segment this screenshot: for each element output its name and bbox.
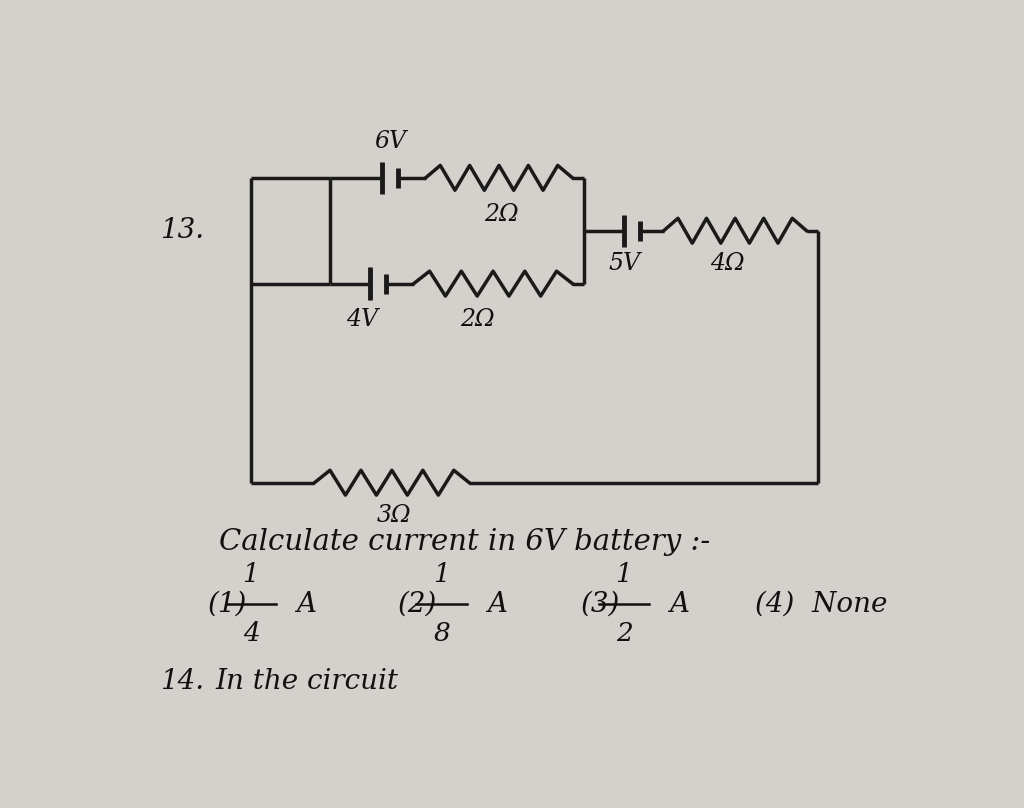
Text: (2): (2)	[397, 591, 437, 617]
Text: 6V: 6V	[374, 130, 406, 153]
Text: 13.: 13.	[160, 217, 204, 244]
Text: 4Ω: 4Ω	[710, 252, 744, 276]
Text: A: A	[296, 591, 316, 617]
Text: 1: 1	[243, 562, 259, 587]
Text: 2Ω: 2Ω	[483, 203, 518, 225]
Text: 1: 1	[433, 562, 450, 587]
Text: (4)  None: (4) None	[755, 591, 888, 617]
Text: 4V: 4V	[346, 309, 378, 331]
Text: In the circuit: In the circuit	[215, 668, 398, 696]
Text: 3Ω: 3Ω	[377, 504, 412, 528]
Text: A: A	[670, 591, 689, 617]
Text: (1): (1)	[207, 591, 247, 617]
Text: 8: 8	[433, 621, 450, 646]
Text: Calculate current in 6V battery :-: Calculate current in 6V battery :-	[219, 528, 711, 556]
Text: 4: 4	[243, 621, 259, 646]
Text: 2Ω: 2Ω	[460, 309, 495, 331]
Text: 1: 1	[615, 562, 633, 587]
Text: 14.: 14.	[160, 668, 204, 696]
Text: A: A	[486, 591, 507, 617]
Text: 5V: 5V	[608, 252, 640, 276]
Text: (3): (3)	[581, 591, 620, 617]
Text: 2: 2	[615, 621, 633, 646]
